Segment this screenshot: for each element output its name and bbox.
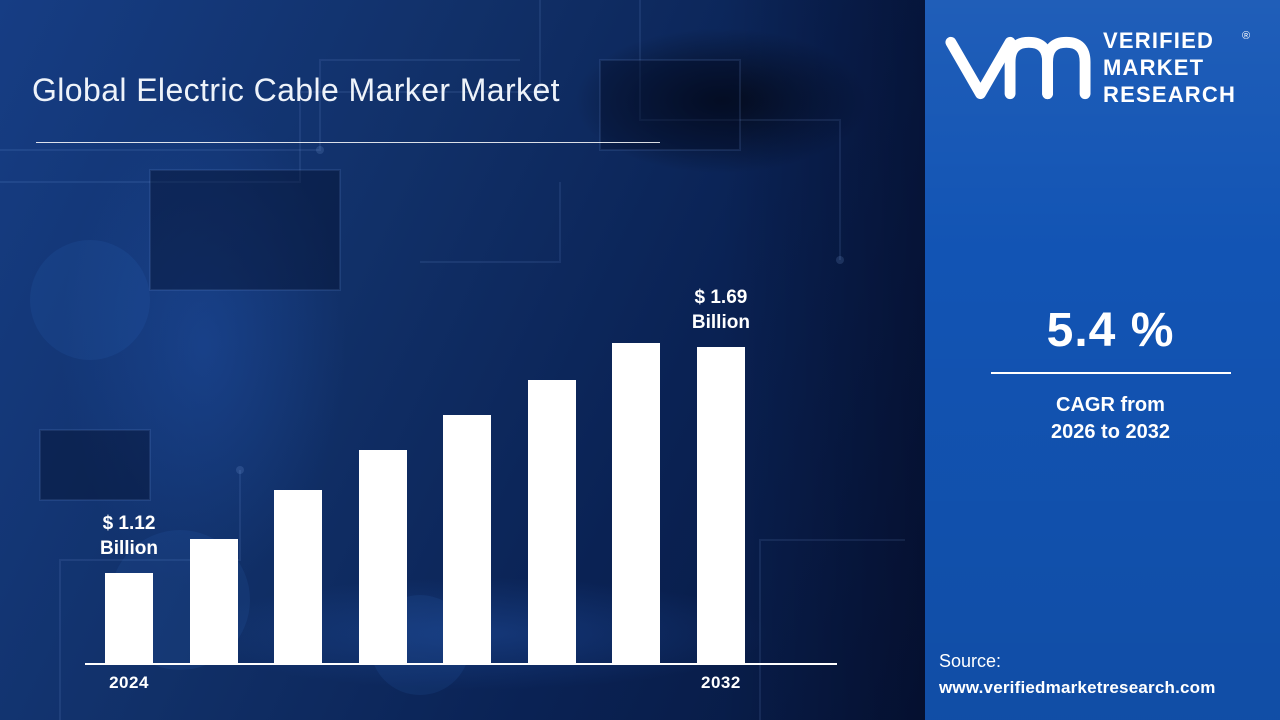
bar [105,573,153,663]
bar [189,539,238,663]
bar-column [527,285,576,663]
bar-value-label: $ 1.69 Billion [691,287,750,333]
source-block: Source: www.verifiedmarketresearch.com [939,651,1216,698]
logo-line-market: MARKET [1103,54,1205,80]
bar [696,347,745,663]
bar-column [443,285,492,663]
vmr-monogram-icon [945,36,1091,100]
bar [274,490,323,663]
x-axis-tick-label: 2032 [701,673,741,692]
bar [527,380,576,663]
cagr-range: 2026 to 2032 [1051,421,1170,443]
bar [358,450,407,663]
cagr-block: 5.4 % CAGR from 2026 to 2032 [941,303,1280,446]
vmr-logo: VERIFIED MARKET RESEARCH ® [941,26,1272,108]
bar-column: $ 1.69 Billion 2032 [692,285,750,692]
bar [443,415,492,663]
info-panel: VERIFIED MARKET RESEARCH ® 5.4 % CAGR fr… [925,0,1280,720]
bar-column [189,285,238,663]
cagr-label: CAGR from [1056,394,1165,416]
bar-column [358,285,407,663]
logo-line-research: RESEARCH [1103,81,1237,107]
x-axis-tick-label: 2024 [109,673,149,692]
logo-text: VERIFIED MARKET RESEARCH ® [1103,27,1250,108]
bar-chart: $ 1.12 Billion 2024 $ 1.69 Billion 2032 [85,285,837,692]
cagr-value: 5.4 % [1046,304,1175,357]
bar-column [274,285,323,663]
title-underline [36,142,660,143]
chart-content: Global Electric Cable Marker Market $ 1.… [32,72,837,692]
source-url: www.verifiedmarketresearch.com [939,678,1216,697]
chart-section: Global Electric Cable Marker Market $ 1.… [0,0,925,720]
bar-value-label: $ 1.12 Billion [99,513,159,559]
bar [612,343,661,663]
cagr-divider [990,372,1231,374]
page-title: Global Electric Cable Marker Market [32,72,560,108]
bar-column: $ 1.12 Billion 2024 [100,285,158,692]
logo-line-verified: VERIFIED [1103,27,1215,53]
registered-trademark: ® [1241,29,1251,42]
bar-column [612,285,661,663]
bar-plot: $ 1.12 Billion 2024 $ 1.69 Billion 2032 [85,285,837,692]
source-label: Source: [939,651,1002,671]
